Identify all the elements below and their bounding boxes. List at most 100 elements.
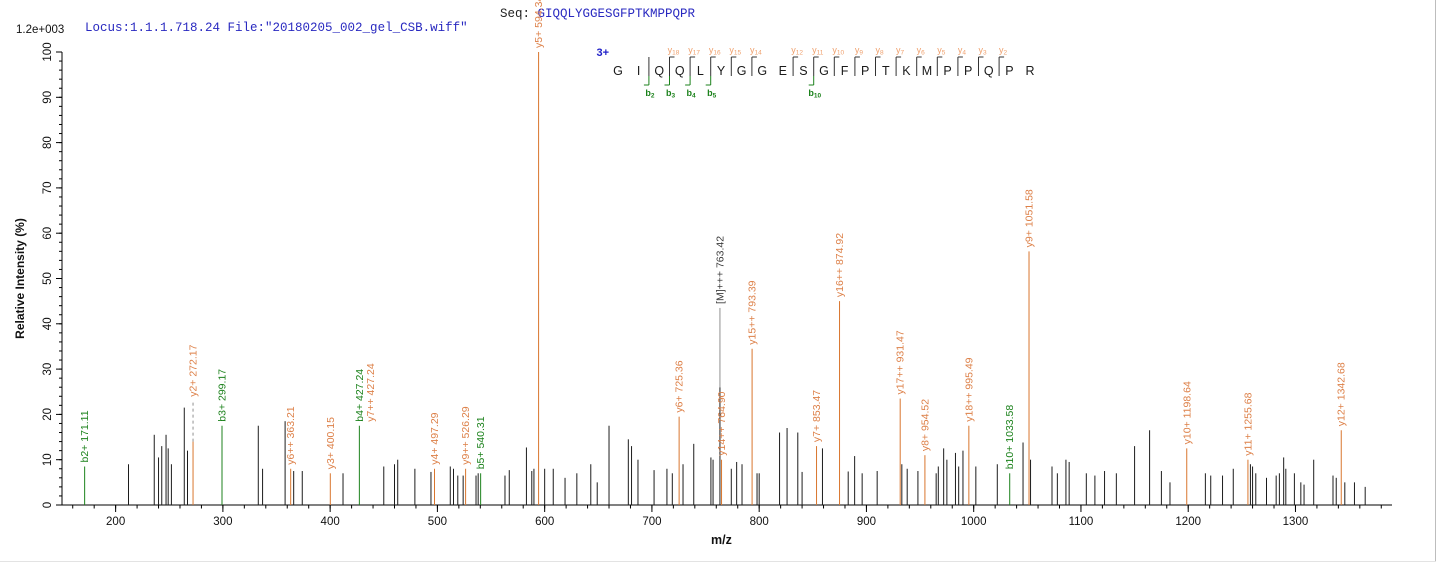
- y-axis-title: Relative Intensity (%): [13, 218, 27, 339]
- y-tick-label: 10: [42, 453, 54, 466]
- peak-label: b3+ 299.17: [216, 369, 228, 422]
- peak-label: b10+ 1033.58: [1004, 405, 1016, 470]
- peak-label: b2+ 171.11: [79, 410, 91, 462]
- y-ion-label: y5: [937, 45, 946, 57]
- b-ion-label: b10: [808, 88, 821, 100]
- peak-label: y6++ 363.21: [285, 406, 297, 465]
- residue-letter: F: [841, 64, 849, 78]
- y-ion-label: y6: [917, 45, 926, 57]
- peak-label: y9+ 1051.58: [1024, 189, 1036, 247]
- residue-letter: G: [613, 64, 623, 78]
- b-ion-label: b4: [687, 88, 697, 100]
- y-tick-label: 90: [42, 91, 54, 104]
- b-ion-label: b5: [707, 88, 717, 100]
- peak-label: b4+ 427.24: [354, 369, 366, 422]
- residue-letter: R: [1025, 64, 1034, 78]
- residue-letter: K: [902, 64, 911, 78]
- intensity-scale-note: 1.2e+003: [16, 24, 65, 36]
- x-tick-label: 1100: [1069, 516, 1094, 528]
- precursor-charge-label: 3+: [596, 47, 609, 59]
- header-bar: Locus:1.1.1.718.24 File:"20180205_002_ge…: [70, 7, 695, 49]
- x-tick-label: 300: [213, 516, 232, 528]
- peak-label: y14++ 764.90: [716, 391, 728, 455]
- peak-label: y16++ 874.92: [834, 233, 846, 297]
- x-tick-label: 200: [106, 516, 125, 528]
- y-tick-label: 40: [42, 317, 54, 330]
- y-ion-label: y17: [688, 45, 700, 57]
- residue-letter: Q: [984, 64, 994, 78]
- b-ion-label: b2: [645, 88, 655, 100]
- residue-letter: Q: [654, 64, 664, 78]
- y-ion-label: y12: [791, 45, 803, 57]
- peak-label: y10+ 1198.64: [1181, 381, 1193, 444]
- peptide-annotation: 3+G I Q Q L Y G G E S G F P T K M P P Q P Rb2y18b3y17b4y16b5…: [596, 45, 1034, 100]
- x-axis-ticks: 200 300 400 500 600 700 800 900 1000 1100 1200 1300: [72, 505, 1382, 528]
- y-axis-ticks: 0 10 20 30 40 50 60 70 80 90 100: [42, 42, 62, 508]
- peak-label: y11+ 1255.68: [1242, 392, 1254, 455]
- peak-label: y3+ 400.15: [325, 417, 337, 469]
- peak-label: y5+ 594.34: [533, 0, 545, 48]
- residue-letter: M: [922, 64, 932, 78]
- x-tick-label: 1000: [961, 516, 987, 528]
- b-ion-label: b3: [666, 88, 676, 100]
- peak-label: y7+ 853.47: [811, 390, 823, 442]
- y-ion-label: y2: [999, 45, 1008, 57]
- peak-label: b5+ 540.31: [475, 416, 487, 469]
- y-ion-label: y16: [709, 45, 721, 57]
- y-ion-label: y15: [729, 45, 741, 57]
- y-ion-label: y10: [832, 45, 844, 57]
- residue-letter: G: [737, 64, 747, 78]
- y-ion-label: y3: [978, 45, 987, 57]
- residue-letter: L: [697, 64, 704, 78]
- seq-label: Seq:: [500, 7, 538, 21]
- peak-label: [M]+++ 763.42: [714, 236, 726, 304]
- residue-letter: Y: [717, 64, 726, 78]
- x-axis-title: m/z: [711, 533, 732, 547]
- residue-letter: Q: [675, 64, 685, 78]
- peak-label: y7++ 427.24: [365, 363, 377, 422]
- residue-letter: I: [637, 64, 640, 78]
- residue-letter: P: [943, 64, 951, 78]
- sequence-text: Seq: GIQQLYGGESGFPTKMPPQPR: [500, 7, 695, 21]
- residue-letter: P: [861, 64, 869, 78]
- peak-label: y4+ 497.29: [429, 412, 441, 464]
- residue-letter: S: [799, 64, 807, 78]
- x-tick-label: 1300: [1283, 516, 1309, 528]
- y-ion-label: y9: [855, 45, 864, 57]
- y-tick-label: 20: [42, 408, 54, 421]
- peak-label: y12+ 1342.68: [1336, 362, 1348, 426]
- y-ion-label: y4: [958, 45, 967, 57]
- peak-label: y15++ 793.39: [747, 280, 759, 344]
- residue-letter: G: [757, 64, 767, 78]
- y-tick-label: 70: [42, 182, 54, 195]
- y-ion-label: y8: [875, 45, 884, 57]
- y-tick-label: 60: [42, 227, 54, 240]
- y-tick-label: 100: [42, 42, 54, 61]
- x-tick-label: 600: [535, 516, 554, 528]
- x-tick-label: 500: [428, 516, 447, 528]
- residue-letter: G: [819, 64, 829, 78]
- residue-letter: T: [882, 64, 890, 78]
- peak-label: y2+ 272.17: [188, 344, 200, 396]
- residue-letter: P: [1005, 64, 1013, 78]
- y-tick-label: 80: [42, 136, 54, 149]
- y-ion-label: y7: [896, 45, 905, 57]
- residue-letter: E: [779, 64, 787, 78]
- peak-label: y8+ 954.52: [919, 399, 931, 451]
- peak-label: y18++ 995.49: [963, 357, 975, 421]
- peak-label: y6+ 725.36: [674, 360, 686, 412]
- peak-label: y17++ 931.47: [895, 330, 907, 394]
- peaks: [128, 407, 1366, 505]
- y-ion-label: y18: [668, 45, 680, 57]
- peak-label: y9++ 526.29: [460, 406, 472, 465]
- y-tick-label: 30: [42, 363, 54, 376]
- y-ion-label: y14: [750, 45, 762, 57]
- y-tick-label: 0: [42, 502, 54, 508]
- residue-letter: P: [964, 64, 972, 78]
- x-tick-label: 1200: [1175, 516, 1201, 528]
- seq-value: GIQQLYGGESGFPTKMPPQPR: [537, 7, 696, 21]
- y-ion-label: y11: [812, 45, 824, 57]
- x-tick-label: 700: [642, 516, 661, 528]
